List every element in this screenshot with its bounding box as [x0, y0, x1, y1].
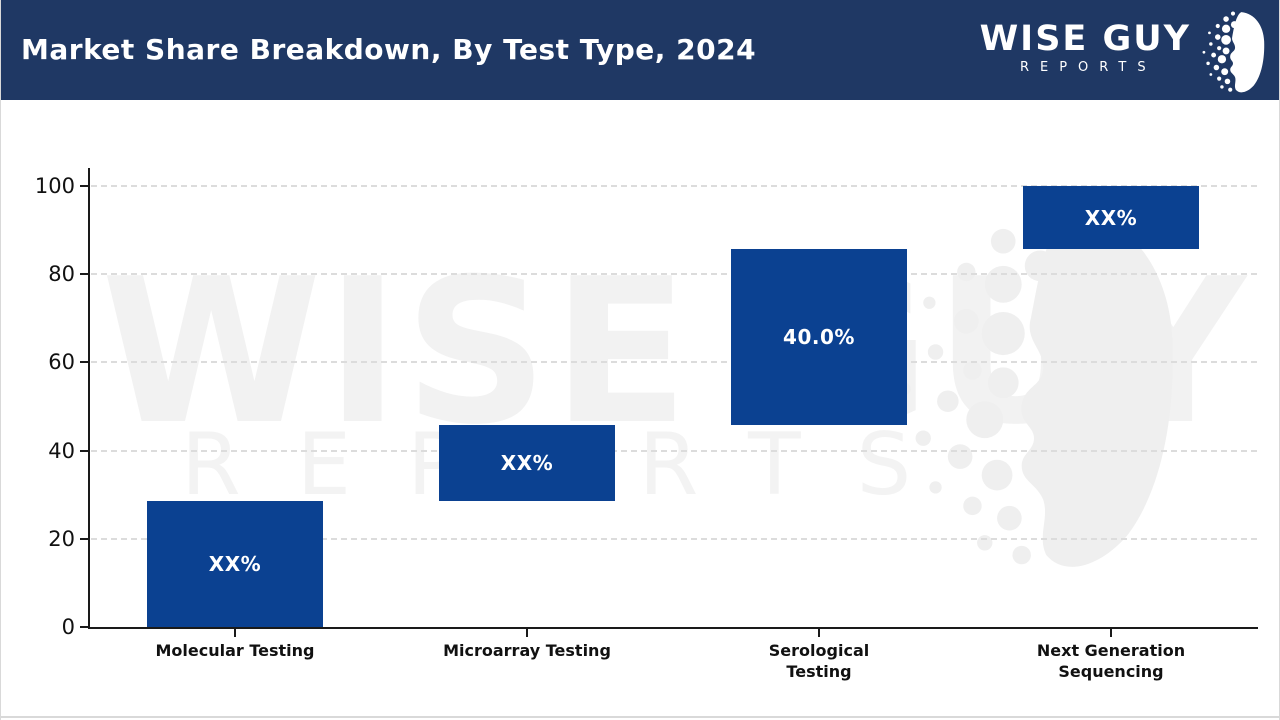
- brand-logo-text: WISE GUY REPORTS: [980, 20, 1191, 75]
- gridline-20: [91, 537, 1257, 540]
- brand-logo: WISE GUY REPORTS: [980, 6, 1269, 96]
- x-tick-molecular-testing: [234, 629, 236, 637]
- x-tick-label-serological-testing: Serological Testing: [704, 640, 934, 682]
- x-tick-microarray-testing: [526, 629, 528, 637]
- bar-value-label: 40.0%: [783, 325, 855, 350]
- bar-next-generation-sequencing: XX%: [1023, 186, 1199, 250]
- y-axis-line: [88, 168, 90, 629]
- x-tick-label-molecular-testing: Molecular Testing: [120, 640, 350, 661]
- y-tick-60: [80, 361, 88, 364]
- y-tick-40: [80, 449, 88, 452]
- x-tick-label-line: Next Generation: [1036, 641, 1186, 660]
- app-header: Market Share Breakdown, By Test Type, 20…: [1, 0, 1279, 100]
- y-tick-label-60: 60: [48, 350, 75, 375]
- x-tick-label-line: Serological: [768, 641, 870, 660]
- y-tick-20: [80, 537, 88, 540]
- x-tick-label-line: Molecular Testing: [155, 641, 315, 660]
- bottom-divider: [1, 716, 1279, 718]
- gridline-80: [91, 273, 1257, 276]
- x-tick-serological-testing: [818, 629, 820, 637]
- y-tick-label-40: 40: [48, 438, 75, 463]
- brand-name: WISE GUY: [979, 19, 1191, 59]
- gridline-100: [91, 185, 1257, 187]
- y-tick-label-0: 0: [61, 615, 75, 639]
- y-tick-80: [80, 273, 88, 276]
- x-tick-label-next-generation-sequencing: Next Generation Sequencing: [996, 640, 1226, 682]
- x-tick-label-line: Sequencing: [1058, 662, 1164, 681]
- page-title: Market Share Breakdown, By Test Type, 20…: [21, 33, 757, 66]
- gridline-40: [91, 449, 1257, 452]
- bar-value-label: XX%: [500, 451, 554, 476]
- bar-molecular-testing: XX%: [147, 500, 323, 627]
- bar-value-label: XX%: [208, 551, 262, 576]
- bar-microarray-testing: XX%: [439, 425, 615, 501]
- x-tick-label-microarray-testing: Microarray Testing: [412, 640, 642, 661]
- y-tick-label-100: 100: [34, 174, 75, 198]
- brand-subtitle: REPORTS: [1019, 60, 1157, 75]
- x-tick-label-line: Testing: [786, 662, 852, 681]
- bar-serological-testing: 40.0%: [731, 249, 907, 426]
- x-tick-next-generation-sequencing: [1110, 629, 1112, 637]
- x-axis-line: [88, 627, 1258, 629]
- y-tick-label-80: 80: [48, 262, 75, 287]
- x-tick-label-line: Microarray Testing: [443, 641, 611, 660]
- gridline-60: [91, 361, 1257, 364]
- y-tick-label-20: 20: [48, 526, 75, 551]
- bar-value-label: XX%: [1084, 205, 1138, 230]
- y-tick-100: [80, 185, 88, 187]
- y-tick-0: [80, 626, 88, 628]
